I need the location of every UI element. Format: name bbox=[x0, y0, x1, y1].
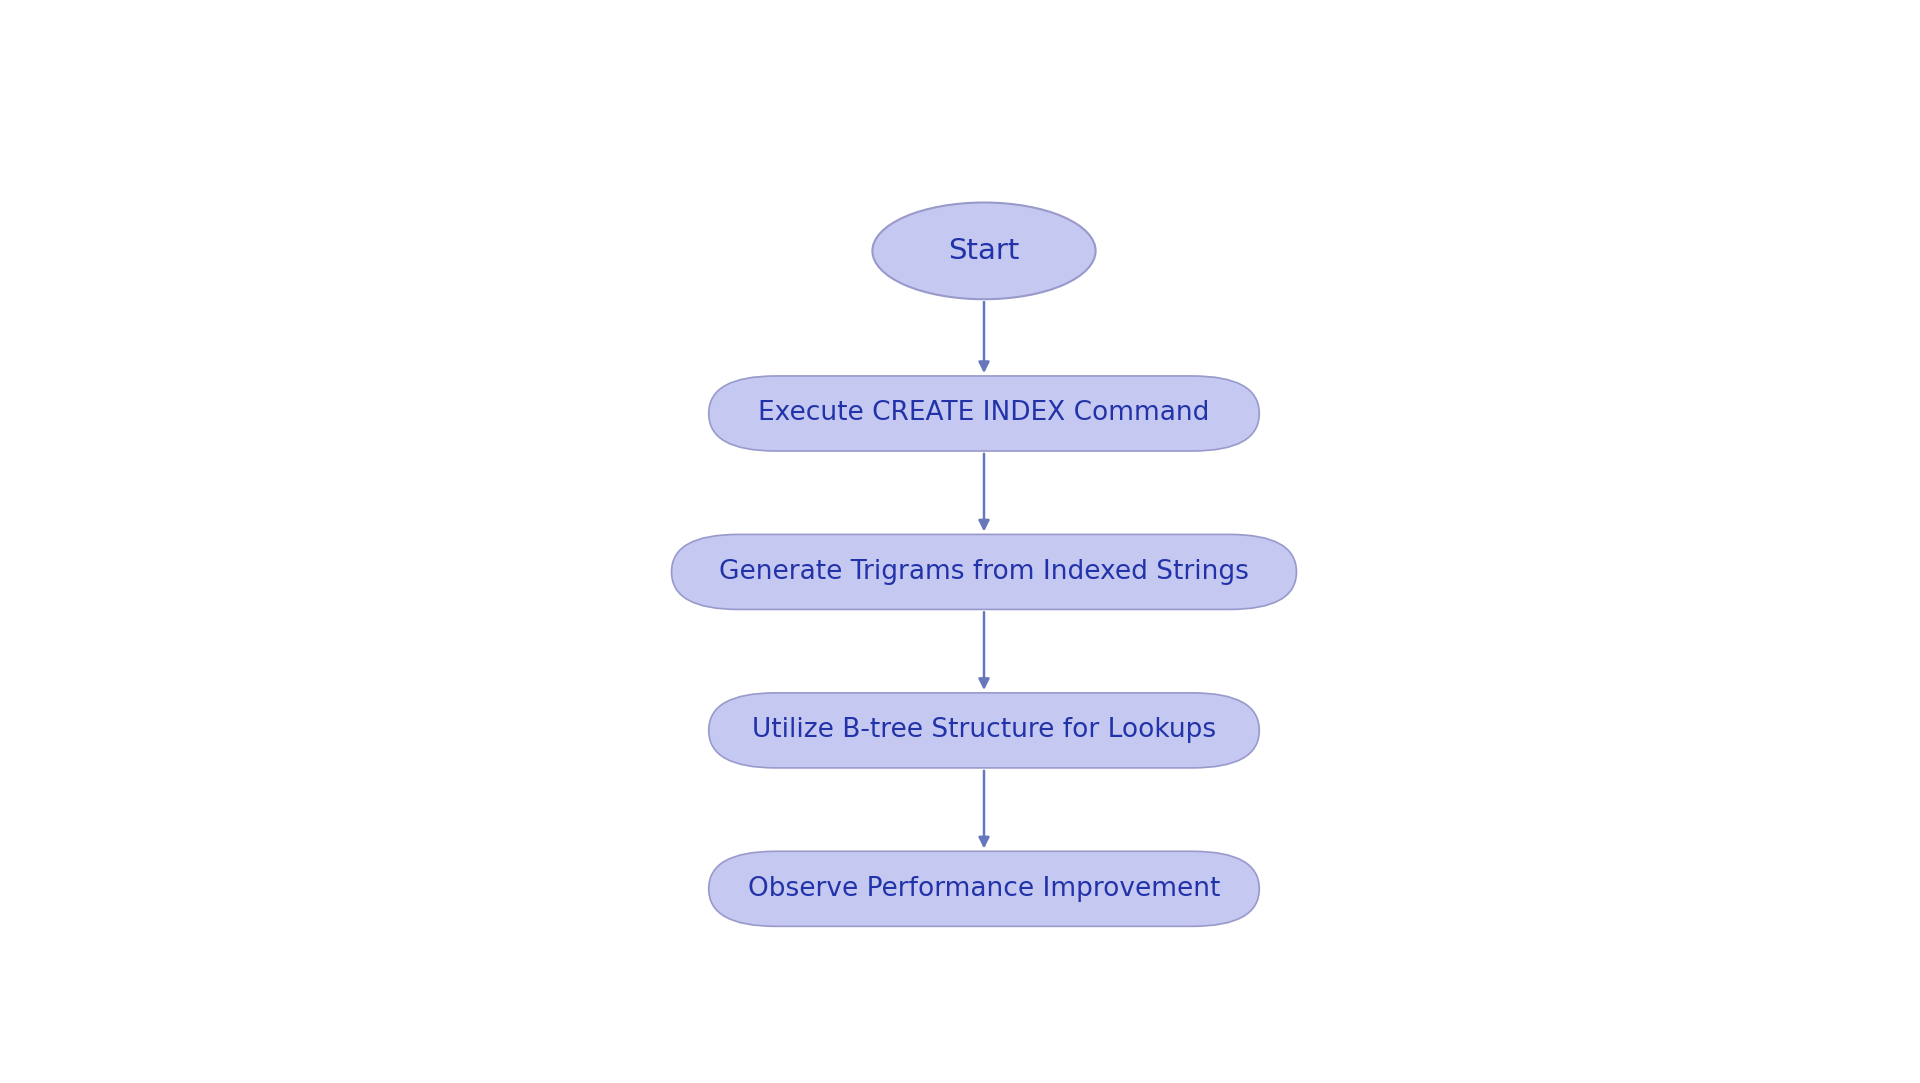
FancyBboxPatch shape bbox=[708, 693, 1260, 768]
FancyBboxPatch shape bbox=[708, 851, 1260, 926]
Text: Start: Start bbox=[948, 237, 1020, 265]
Text: Utilize B-tree Structure for Lookups: Utilize B-tree Structure for Lookups bbox=[753, 717, 1215, 743]
Text: Generate Trigrams from Indexed Strings: Generate Trigrams from Indexed Strings bbox=[720, 559, 1248, 585]
Ellipse shape bbox=[872, 203, 1096, 299]
Text: Observe Performance Improvement: Observe Performance Improvement bbox=[747, 876, 1221, 902]
Text: Execute CREATE INDEX Command: Execute CREATE INDEX Command bbox=[758, 401, 1210, 427]
FancyBboxPatch shape bbox=[708, 376, 1260, 451]
FancyBboxPatch shape bbox=[672, 534, 1296, 610]
